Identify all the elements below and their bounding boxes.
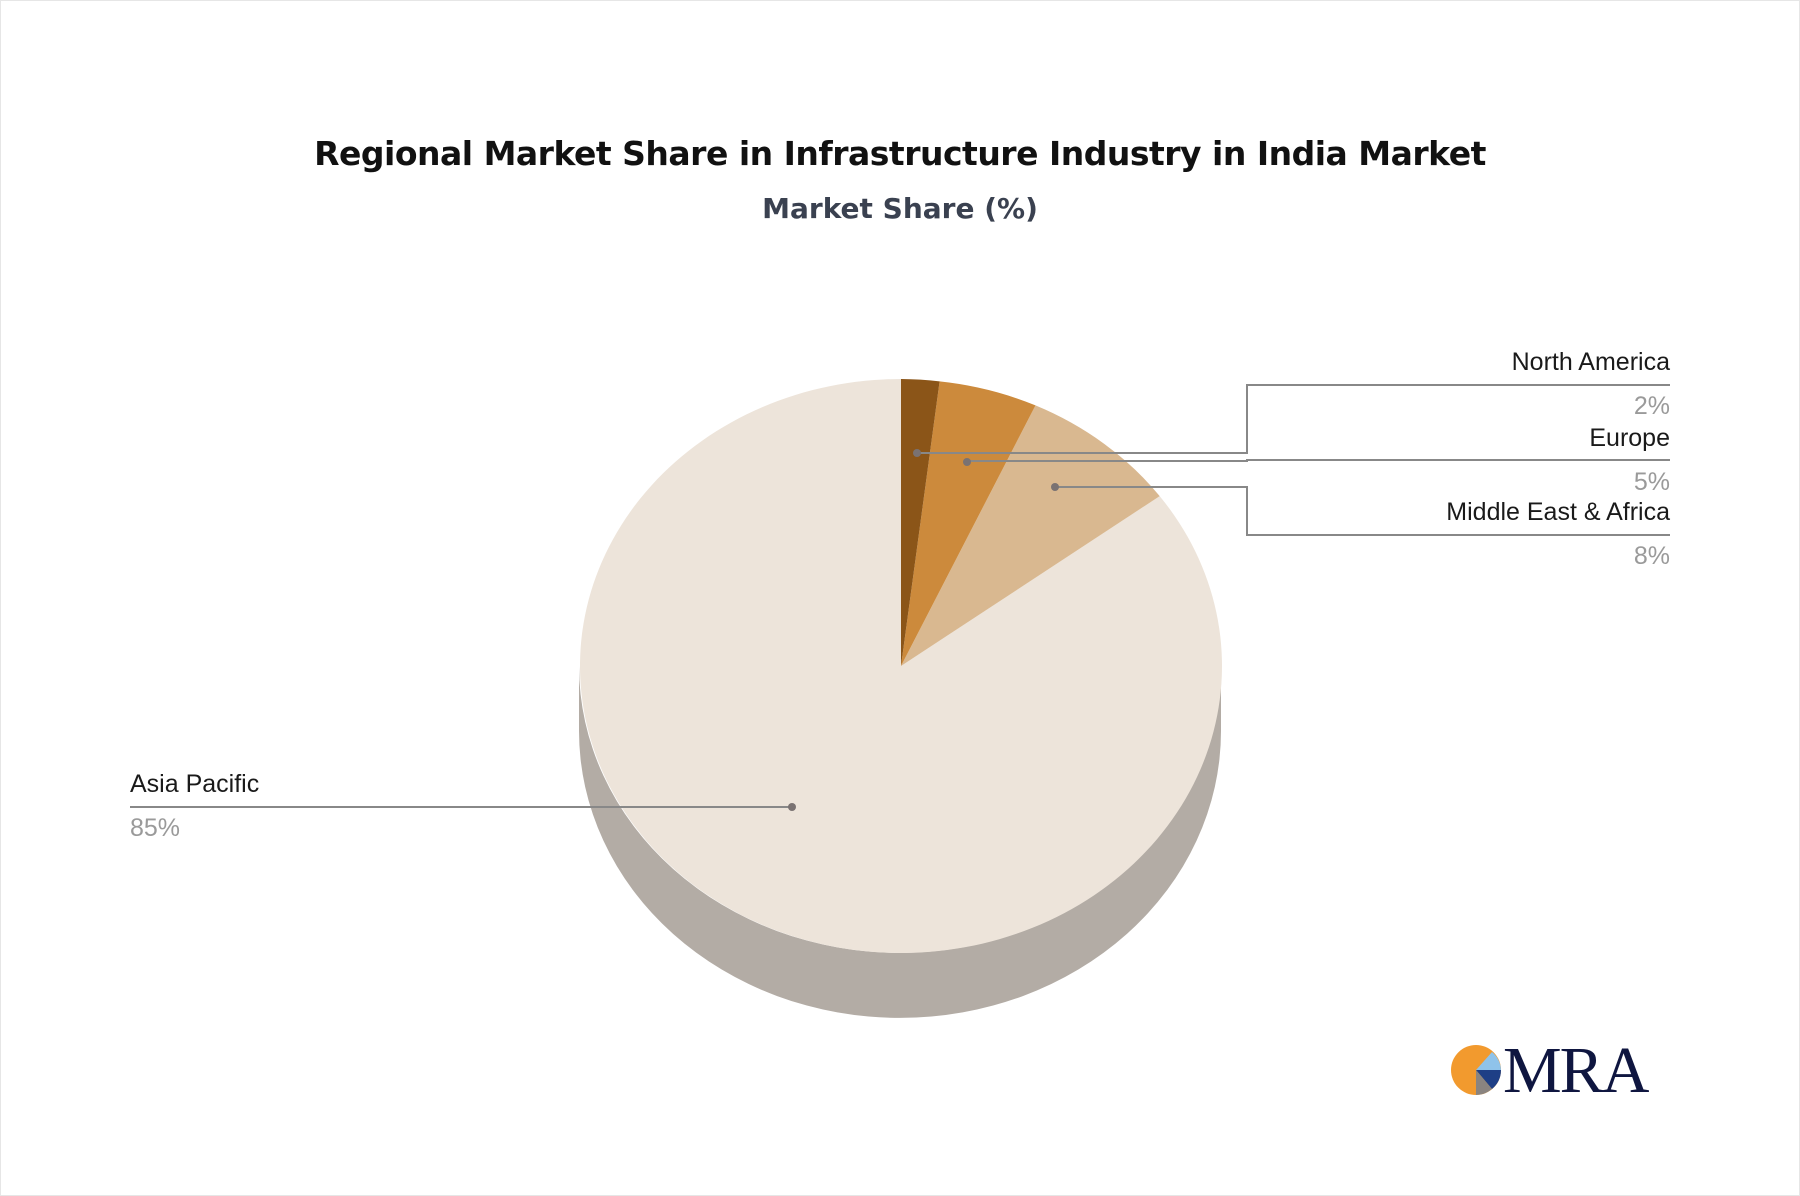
slice-asia-pacific[interactable] [579, 378, 1222, 953]
value-north-america: 2% [1633, 392, 1670, 420]
leader-line-europe [967, 459, 1670, 462]
label-europe: Europe [1589, 424, 1670, 452]
leader-dot-asia-pacific [788, 803, 796, 811]
leader-dot-north-america [913, 449, 921, 457]
chart-title: Regional Market Share in Infrastructure … [314, 134, 1486, 173]
value-middle-east-africa: 8% [1633, 542, 1670, 570]
label-asia-pacific: Asia Pacific [130, 770, 260, 798]
chart-subtitle: Market Share (%) [762, 192, 1038, 225]
pie-chart-logo-icon [1451, 1045, 1501, 1095]
leader-line-middle-east-africa [1055, 486, 1670, 536]
value-europe: 5% [1633, 468, 1670, 496]
label-middle-east-africa: Middle East & Africa [1446, 498, 1670, 526]
logo-text: MRA [1503, 1034, 1649, 1107]
leader-dot-middle-east-africa [1051, 483, 1059, 491]
pie-side [579, 666, 1221, 1018]
label-north-america: North America [1511, 348, 1670, 376]
leader-line-north-america [917, 384, 1670, 454]
slice-north-america[interactable] [901, 379, 940, 666]
slice-middle-east-africa[interactable] [901, 405, 1160, 666]
value-asia-pacific: 85% [130, 814, 181, 842]
leader-dot-europe [963, 458, 971, 466]
